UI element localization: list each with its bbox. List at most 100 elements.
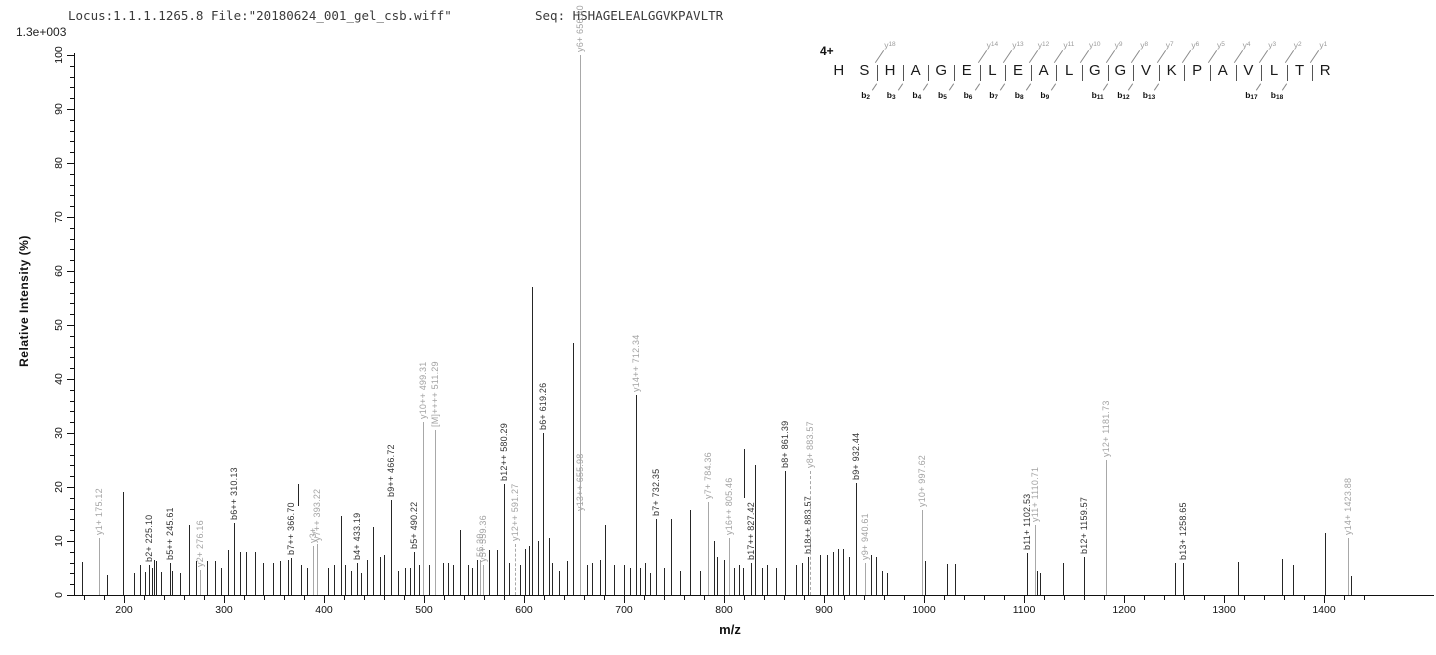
x-minor-tick	[844, 596, 845, 600]
peak-labeled	[1347, 538, 1349, 595]
y-tick-label: 0	[53, 592, 65, 598]
peak	[1040, 573, 1041, 595]
x-minor-tick	[364, 596, 365, 600]
peak	[367, 559, 368, 595]
peak-label: y9+ 940.61	[859, 512, 870, 560]
peak	[680, 570, 681, 595]
peak	[477, 559, 478, 595]
peak	[549, 538, 550, 595]
y-minor-tick	[70, 184, 74, 186]
peak	[509, 562, 510, 595]
peak-labeled	[313, 546, 314, 595]
peak	[520, 565, 521, 595]
x-tick-label: 700	[615, 604, 633, 616]
peak-label: y14+ 1423.88	[1342, 478, 1353, 536]
y-tick-label: 30	[53, 427, 65, 439]
x-tick-label: 1200	[1112, 604, 1136, 616]
x-minor-tick	[284, 596, 285, 600]
y-minor-tick	[70, 530, 74, 532]
peak	[947, 564, 948, 595]
peak	[1063, 562, 1064, 595]
peak-label: y10+ 997.62	[916, 455, 927, 508]
header-sequence: Seq: HSHAGELEALGGVKPAVLTR	[535, 8, 724, 23]
peak-label: y11+ 1110.71	[1029, 466, 1040, 522]
peak-labeled	[708, 501, 710, 595]
peak	[567, 560, 568, 595]
peak-labeled	[864, 562, 866, 595]
peak	[645, 562, 646, 595]
x-tick-label: 300	[215, 604, 233, 616]
y-tick-label: 10	[53, 535, 65, 547]
peak-labeled	[357, 562, 359, 595]
peak	[592, 562, 593, 595]
y-major-tick	[67, 325, 74, 326]
peak	[882, 570, 883, 595]
peak-labeled	[504, 484, 506, 595]
peak-label: y12++ 591.27	[510, 483, 521, 541]
peak	[1175, 562, 1176, 595]
peak-label: y7+ 784.36	[703, 451, 714, 499]
peak-label: b7++ 366.70	[285, 502, 296, 556]
peak	[189, 524, 190, 595]
x-minor-tick	[1344, 596, 1345, 600]
y-minor-tick	[70, 98, 74, 100]
x-major-tick	[1124, 596, 1125, 603]
peak-label: b9++ 466.72	[385, 444, 396, 497]
y-tick-label: 90	[53, 103, 65, 115]
x-major-tick	[624, 596, 625, 603]
peak	[161, 571, 162, 595]
peak	[605, 524, 606, 595]
x-minor-tick	[164, 596, 165, 600]
y-tick-label: 70	[53, 211, 65, 223]
y-tick-label: 80	[53, 157, 65, 169]
peak	[196, 560, 197, 595]
peak	[298, 484, 299, 506]
y-minor-tick	[70, 422, 74, 424]
y-major-tick	[67, 487, 74, 488]
x-minor-tick	[1064, 596, 1065, 600]
x-minor-tick	[544, 596, 545, 600]
peak	[489, 550, 490, 595]
x-minor-tick	[804, 596, 805, 600]
x-minor-tick	[344, 596, 345, 600]
y-minor-tick	[70, 368, 74, 370]
peak	[838, 549, 839, 595]
x-major-tick	[324, 596, 325, 603]
y-minor-tick	[70, 573, 74, 575]
peak	[405, 568, 406, 595]
peak-labeled	[234, 523, 236, 595]
peak	[887, 573, 888, 595]
peak	[538, 541, 539, 595]
peak-labeled	[751, 562, 753, 595]
peak	[573, 343, 574, 595]
peak-label: y16++ 805.46	[724, 477, 735, 536]
y-major-tick	[67, 163, 74, 164]
x-axis-title: m/z	[719, 622, 741, 637]
y-minor-tick	[70, 443, 74, 445]
peak-labeled	[729, 538, 731, 595]
y-minor-tick	[70, 87, 74, 89]
x-minor-tick	[1304, 596, 1305, 600]
peak	[717, 557, 718, 595]
peak-labeled	[200, 570, 202, 595]
peak	[614, 565, 615, 595]
peak	[288, 559, 289, 595]
x-minor-tick	[84, 596, 85, 600]
x-minor-tick	[1204, 596, 1205, 600]
y-major-tick	[67, 271, 74, 272]
peak	[240, 551, 241, 595]
peak	[802, 562, 803, 595]
peak	[361, 573, 362, 595]
x-minor-tick	[904, 596, 905, 600]
peak	[843, 549, 844, 595]
peak	[739, 565, 740, 595]
peak	[767, 565, 768, 595]
y-minor-tick	[70, 314, 74, 316]
peak-labeled	[856, 483, 858, 595]
peak-labeled	[1105, 460, 1107, 595]
x-minor-tick	[704, 596, 705, 600]
x-tick-label: 1100	[1012, 604, 1036, 616]
peak	[351, 570, 352, 595]
peak	[152, 568, 153, 595]
y-minor-tick	[70, 292, 74, 294]
